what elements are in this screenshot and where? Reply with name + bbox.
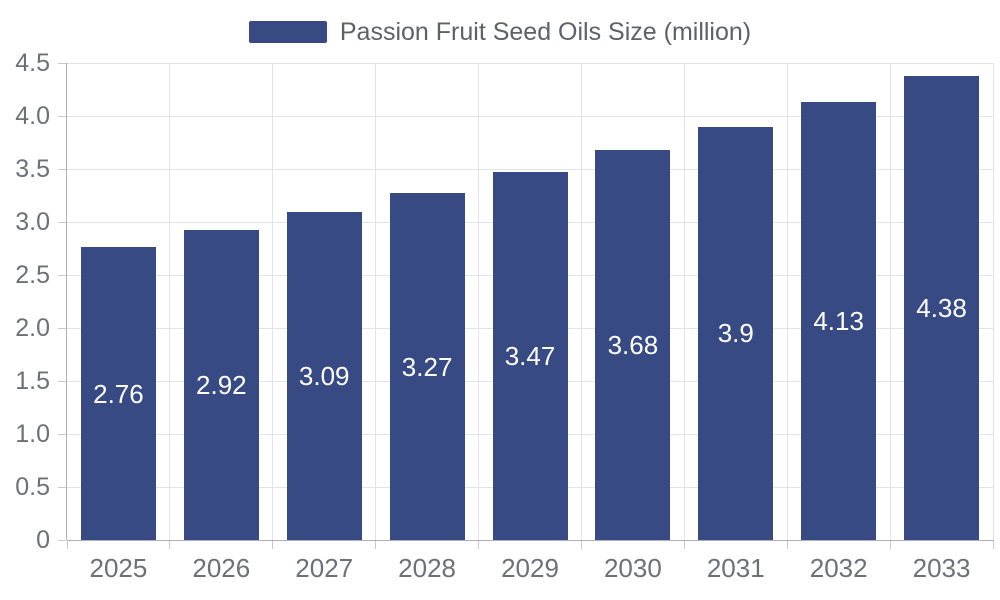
y-axis-tick (58, 168, 66, 170)
y-axis-label: 0.5 (15, 472, 50, 501)
bar-2028[interactable] (389, 193, 465, 540)
x-axis-tick (580, 541, 582, 549)
bar-2033[interactable] (904, 75, 980, 540)
gridline-vertical (580, 63, 582, 540)
y-axis-line (66, 63, 67, 540)
gridline-vertical (375, 63, 377, 540)
x-axis-label: 2031 (706, 553, 765, 583)
y-axis-label: 2.5 (15, 260, 50, 289)
bar-value-label: 4.13 (813, 306, 864, 337)
y-axis-tick (58, 274, 66, 276)
x-axis-tick (992, 541, 994, 549)
x-axis-tick (66, 541, 68, 549)
x-axis-label: 2033 (912, 553, 971, 583)
gridline-vertical (992, 63, 994, 540)
y-axis-label: 0 (36, 525, 50, 554)
legend-item[interactable]: Passion Fruit Seed Oils Size (million) (248, 18, 752, 46)
legend-swatch-icon (248, 21, 327, 43)
bar-value-label: 3.9 (717, 318, 754, 349)
bar-2029[interactable] (492, 172, 568, 540)
y-axis-tick (58, 380, 66, 382)
y-axis-tick (58, 62, 66, 64)
y-axis-label: 3.5 (15, 154, 50, 183)
y-axis-label: 4.0 (15, 101, 50, 130)
bar-2032[interactable] (801, 102, 877, 540)
gridline-vertical (683, 63, 685, 540)
y-axis-tick (58, 115, 66, 117)
bar-value-label: 3.47 (504, 341, 556, 372)
gridline-horizontal (67, 168, 993, 170)
gridline-vertical (478, 63, 480, 540)
y-axis-label: 2.0 (15, 313, 50, 342)
plot-area: 2.76 2.92 3.09 3.27 3.47 3.68 3.9 4.13 4.38 (67, 62, 994, 540)
gridline-horizontal (67, 62, 993, 64)
bar-2026[interactable] (183, 230, 259, 540)
gridline-vertical (272, 63, 274, 540)
bar-value-label: 3.27 (401, 351, 453, 382)
x-axis-label: 2026 (192, 553, 251, 583)
bar-value-label: 4.38 (916, 292, 967, 323)
x-axis-label: 2027 (295, 553, 354, 583)
bar-value-label: 3.09 (298, 361, 350, 392)
y-axis-tick (58, 221, 66, 223)
bar-2031[interactable] (698, 126, 774, 540)
y-axis-label: 1.5 (15, 366, 50, 395)
y-axis-tick (58, 327, 66, 329)
x-axis-label: 2025 (89, 553, 148, 583)
gridline-vertical (169, 63, 171, 540)
y-axis-label: 1.0 (15, 419, 50, 448)
legend-label: Passion Fruit Seed Oils Size (million) (339, 18, 752, 46)
x-axis-tick (169, 541, 171, 549)
x-axis-tick (272, 541, 274, 549)
x-axis-label: 2032 (809, 553, 868, 583)
bar-2025[interactable] (80, 247, 156, 540)
x-axis-label: 2029 (501, 553, 559, 583)
gridline-vertical (786, 63, 788, 540)
x-axis-label: 2028 (398, 553, 457, 583)
bar-2030[interactable] (595, 149, 671, 540)
gridline-horizontal (67, 115, 993, 117)
x-axis-tick (375, 541, 377, 549)
x-axis-tick (889, 541, 891, 549)
bar-value-label: 3.68 (607, 329, 659, 360)
bar-2027[interactable] (286, 212, 362, 540)
y-axis-label: 3.0 (15, 207, 50, 236)
x-axis-line (67, 540, 994, 541)
y-axis-tick (58, 433, 66, 435)
x-axis-label: 2030 (603, 553, 662, 583)
x-axis-tick (478, 541, 480, 549)
legend: Passion Fruit Seed Oils Size (million) (0, 19, 1000, 45)
y-axis-tick (58, 486, 66, 488)
gridline-vertical (889, 63, 891, 540)
bar-value-label: 2.92 (196, 370, 247, 401)
x-axis-tick (683, 541, 685, 549)
bar-value-label: 2.76 (93, 378, 144, 409)
x-axis-tick (786, 541, 788, 549)
y-axis-tick (58, 539, 66, 541)
y-axis-label: 4.5 (15, 48, 50, 77)
